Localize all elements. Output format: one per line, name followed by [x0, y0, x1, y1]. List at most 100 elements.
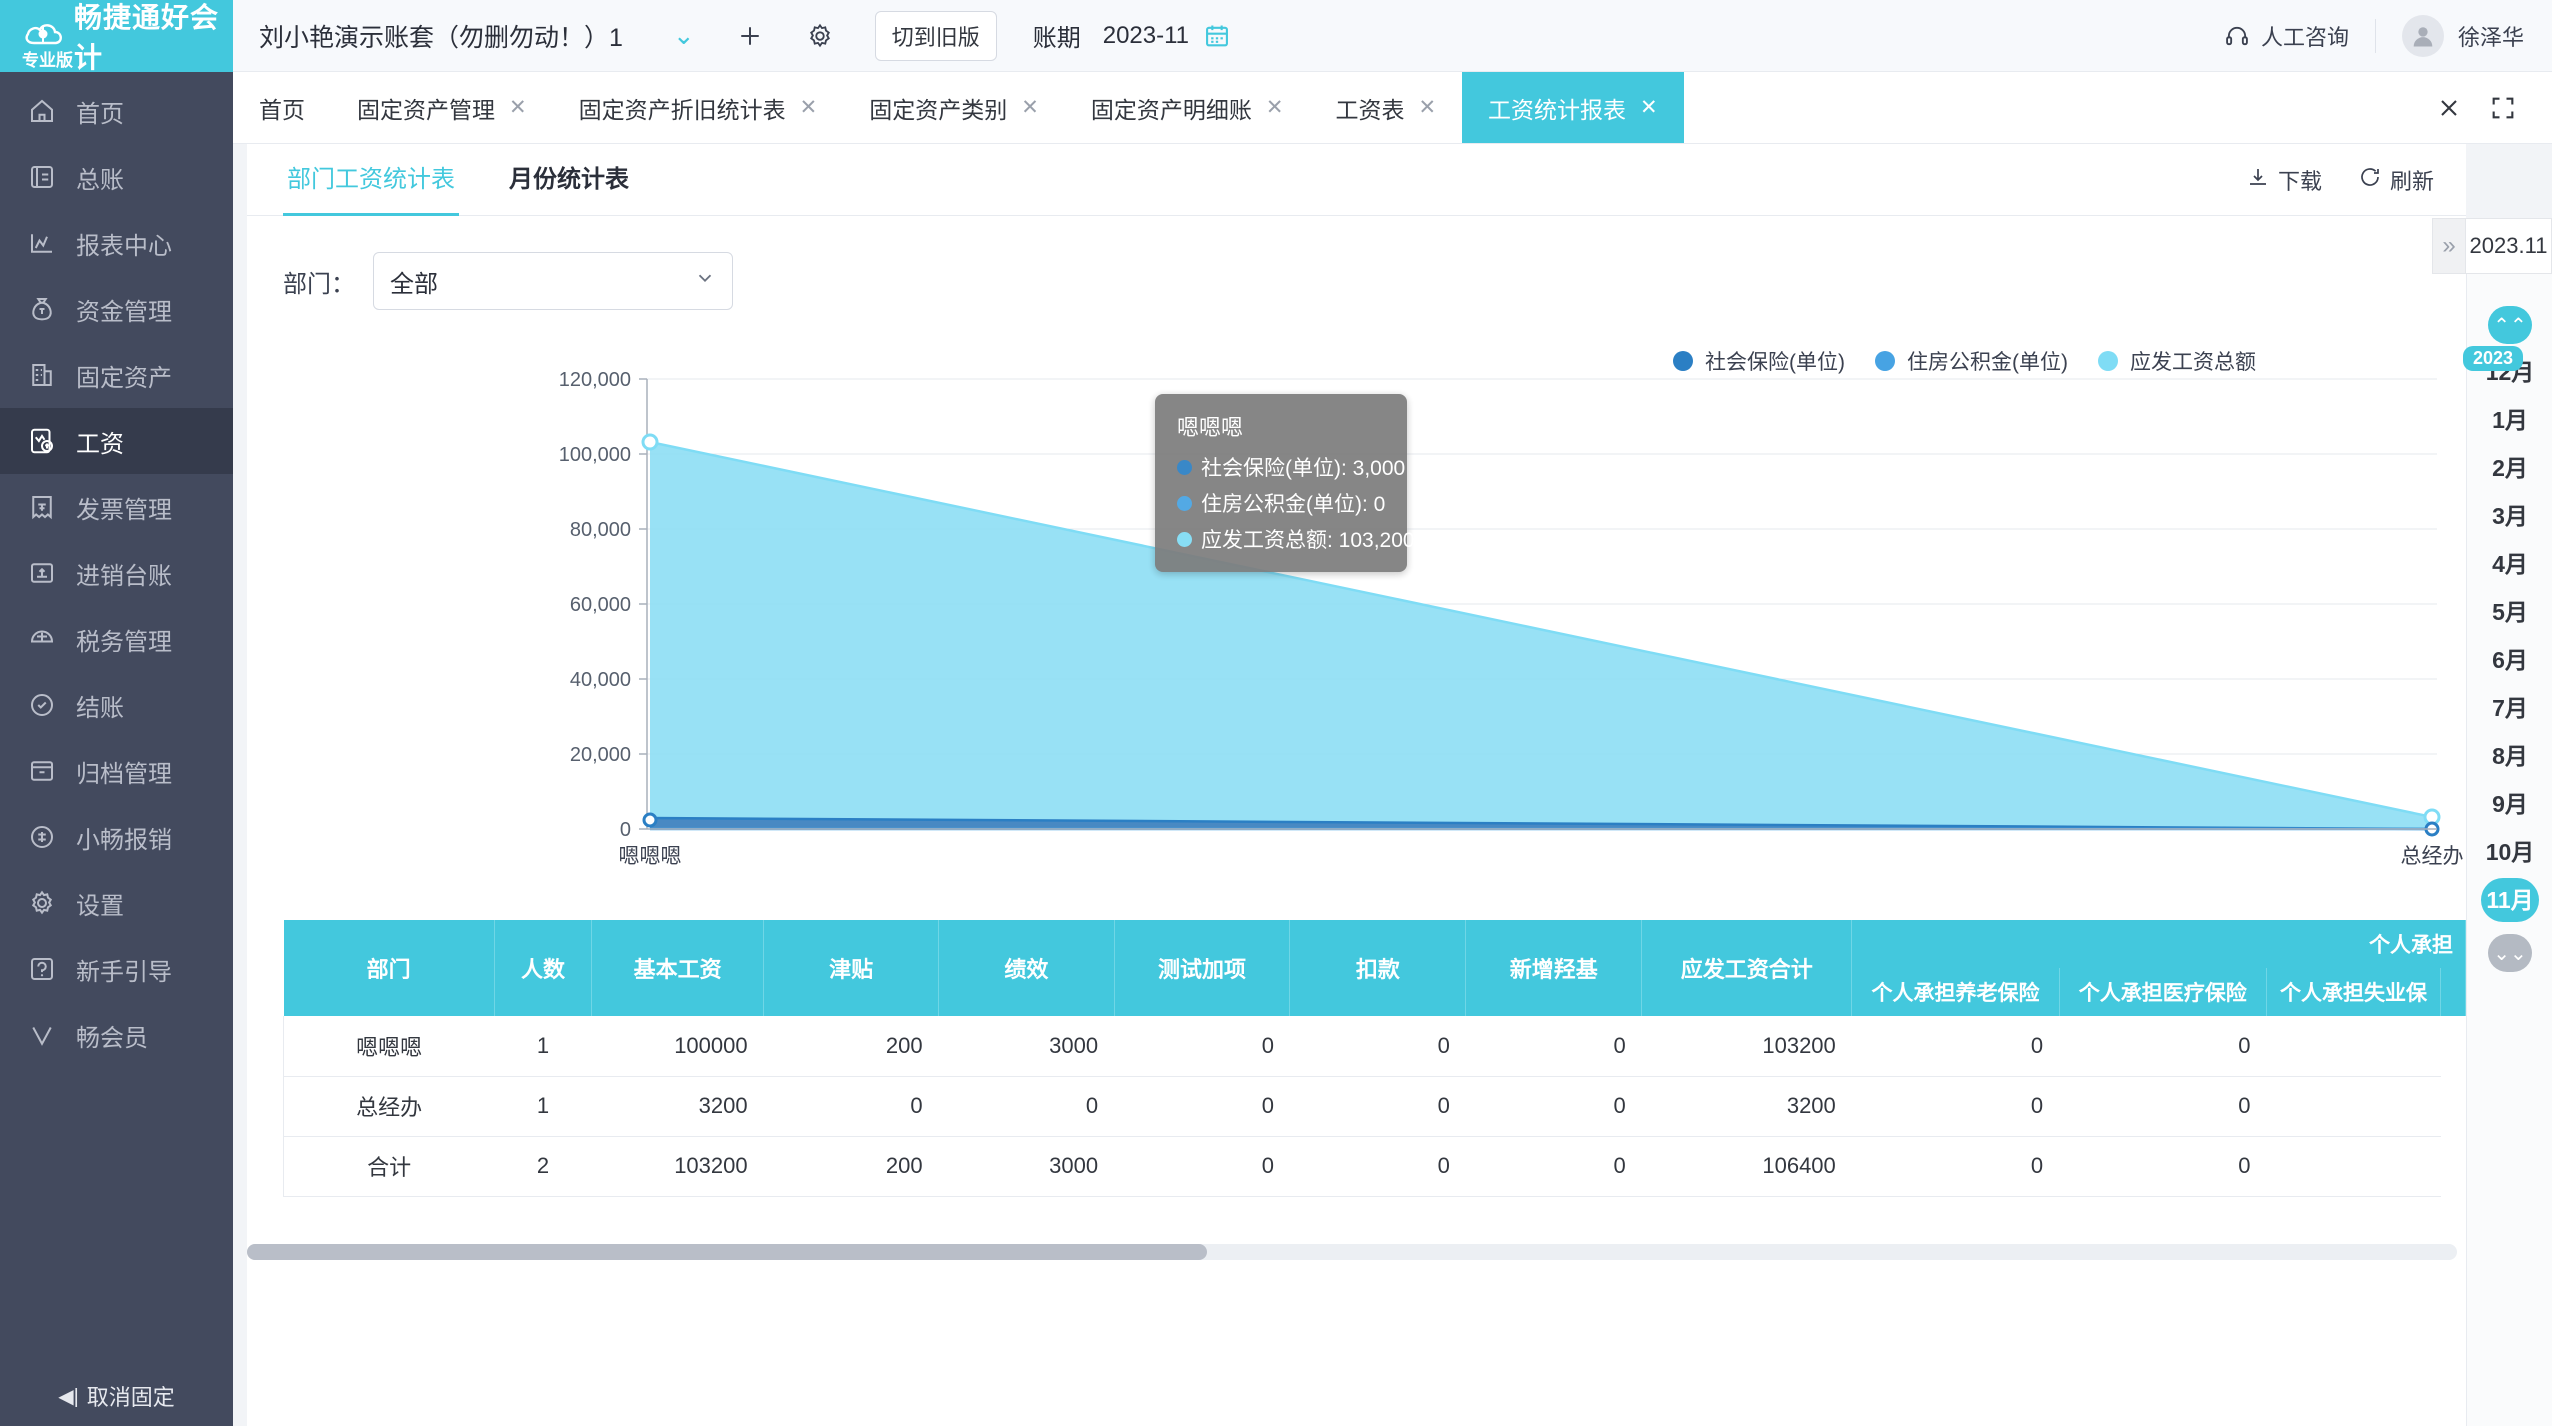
tab-fixed-asset-management[interactable]: 固定资产管理 ✕	[331, 72, 553, 143]
fullscreen-icon[interactable]	[2476, 81, 2530, 135]
chevrons-down-icon[interactable]: ⌄⌄	[2488, 934, 2532, 972]
th-performance[interactable]: 绩效	[938, 920, 1115, 1016]
sidebar-item-report-center[interactable]: 报表中心	[0, 210, 233, 276]
rail-month-4[interactable]: 4月	[2492, 551, 2528, 577]
avatar[interactable]	[2401, 15, 2444, 57]
chevrons-right-icon[interactable]: »	[2432, 218, 2466, 274]
sidebar-item-label: 设置	[76, 892, 124, 920]
rail-month-6[interactable]: 6月	[2492, 647, 2528, 673]
sidebar-item-payroll[interactable]: 工资	[0, 408, 233, 474]
sidebar-item-settings[interactable]: 设置	[0, 870, 233, 936]
rail-month-3[interactable]: 3月	[2492, 503, 2528, 529]
tab-label: 工资表	[1335, 96, 1405, 123]
period-value[interactable]: 2023-11	[1102, 21, 1190, 49]
sidebar-collapse-toggle[interactable]: ◀| 取消固定	[0, 1366, 233, 1426]
scrollbar-thumb[interactable]	[247, 1244, 1207, 1260]
sidebar-item-invoice[interactable]: 发票管理	[0, 474, 233, 540]
refresh-button[interactable]: 刷新	[2358, 164, 2434, 196]
legend-label: 社会保险(单位)	[1705, 351, 1845, 374]
close-icon[interactable]: ✕	[1418, 96, 1437, 119]
y-tick-60000: 60,000	[570, 594, 631, 616]
th-base-salary[interactable]: 基本工资	[591, 920, 765, 1016]
table-row[interactable]: 总经办 1 3200 0 0 0 0 0 3200 0 0	[283, 1076, 2466, 1137]
tab-fixed-asset-depreciation-stats[interactable]: 固定资产折旧统计表 ✕	[553, 72, 844, 143]
rail-month-9[interactable]: 9月	[2492, 791, 2528, 817]
chevrons-up-icon[interactable]: ⌃⌃	[2488, 306, 2532, 344]
sidebar-item-fixed-assets[interactable]: 固定资产	[0, 342, 233, 408]
rail-month-10[interactable]: 10月	[2485, 839, 2535, 865]
rail-month-1[interactable]: 1月	[2492, 407, 2528, 433]
rail-current-period[interactable]: 2023.11	[2466, 218, 2552, 274]
th-allowance[interactable]: 津贴	[763, 920, 940, 1016]
sidebar-item-beginner-guide[interactable]: 新手引导	[0, 936, 233, 1002]
sidebar-item-label: 畅会员	[76, 1024, 148, 1052]
sidebar-item-tax-management[interactable]: 税务管理	[0, 606, 233, 672]
calendar-icon[interactable]	[1203, 22, 1231, 50]
close-icon[interactable]: ✕	[1265, 96, 1284, 119]
rail-month-5[interactable]: 5月	[2492, 599, 2528, 625]
th-gross-total[interactable]: 应发工资合计	[1641, 920, 1853, 1016]
rail-month-8[interactable]: 8月	[2492, 743, 2528, 769]
close-icon[interactable]: ✕	[1021, 96, 1039, 119]
legend-item-gross-payroll[interactable]: 应发工资总额	[2098, 346, 2256, 376]
tabstrip-actions	[2422, 72, 2552, 143]
sidebar-item-reimbursement[interactable]: 小畅报销	[0, 804, 233, 870]
rail-month-7[interactable]: 7月	[2492, 695, 2528, 721]
department-select[interactable]: 全部	[373, 252, 733, 310]
table-body: 嗯嗯嗯 1 100000 200 3000 0 0 0 103200 0 0	[283, 1016, 2466, 1197]
tab-fixed-asset-detail-ledger[interactable]: 固定资产明细账 ✕	[1065, 72, 1310, 143]
sidebar-item-inventory-ledger[interactable]: 进销台账	[0, 540, 233, 606]
rail-header: » 2023.11	[2432, 218, 2552, 274]
sidebar-item-archive[interactable]: 归档管理	[0, 738, 233, 804]
chevron-down-icon[interactable]: ⌄	[672, 20, 695, 50]
subtab-department-payroll-stats[interactable]: 部门工资统计表	[283, 144, 459, 216]
cell-test-addition: 0	[1114, 1136, 1290, 1197]
archive-icon	[24, 753, 60, 789]
tab-home[interactable]: 首页	[233, 72, 331, 143]
cell-headcount: 1	[494, 1076, 592, 1137]
th-new-base[interactable]: 新增羟基	[1465, 920, 1643, 1016]
th-test-addition[interactable]: 测试加项	[1114, 920, 1291, 1016]
sidebar-item-home[interactable]: 首页	[0, 78, 233, 144]
support-button[interactable]: 人工咨询	[2223, 20, 2349, 52]
close-icon[interactable]: ✕	[509, 96, 527, 119]
gear-icon[interactable]	[805, 21, 835, 51]
topbar: 刘小艳演示账套（勿删勿动！）1 ⌄ 切到旧版 账期 2023-11 人工咨询	[233, 0, 2552, 72]
th-individual-unemployment[interactable]: 个人承担失业保	[2266, 968, 2442, 1016]
table-row[interactable]: 嗯嗯嗯 1 100000 200 3000 0 0 0 103200 0 0	[283, 1016, 2466, 1077]
table-row[interactable]: 合计 2 103200 200 3000 0 0 0 106400 0 0	[283, 1136, 2466, 1197]
tab-payroll-statistics-report[interactable]: 工资统计报表 ✕	[1462, 72, 1684, 143]
close-icon[interactable]	[2422, 81, 2476, 135]
horizontal-scrollbar[interactable]	[247, 1244, 2457, 1260]
download-icon	[2246, 165, 2278, 195]
sidebar-item-label: 归档管理	[76, 760, 172, 788]
th-deduction[interactable]: 扣款	[1289, 920, 1467, 1016]
plus-icon[interactable]	[735, 21, 765, 51]
sidebar-item-general-ledger[interactable]: 总账	[0, 144, 233, 210]
cell-department: 总经办	[283, 1076, 495, 1137]
sidebar-item-vip[interactable]: 畅会员	[0, 1002, 233, 1068]
rail-month-2[interactable]: 2月	[2492, 455, 2528, 481]
cell-deduction: 0	[1289, 1136, 1466, 1197]
tooltip-dot	[1177, 495, 1192, 511]
legend-item-social-insurance[interactable]: 社会保险(单位)	[1673, 346, 1845, 376]
legend-item-housing-fund[interactable]: 住房公积金(单位)	[1875, 346, 2068, 376]
sidebar-item-fund-management[interactable]: 资金管理	[0, 276, 233, 342]
tab-payroll-sheet[interactable]: 工资表 ✕	[1309, 72, 1462, 143]
th-individual-pension[interactable]: 个人承担养老保险	[1851, 968, 2060, 1016]
th-headcount[interactable]: 人数	[494, 920, 593, 1016]
tab-fixed-asset-category[interactable]: 固定资产类别 ✕	[843, 72, 1065, 143]
username[interactable]: 徐泽华	[2457, 25, 2524, 50]
switch-to-old-version-button[interactable]: 切到旧版	[874, 10, 997, 61]
download-button[interactable]: 下载	[2246, 164, 2322, 196]
data-point-marker	[641, 433, 659, 451]
subtab-monthly-stats[interactable]: 月份统计表	[509, 165, 629, 193]
close-icon[interactable]: ✕	[799, 96, 818, 119]
th-individual-medical[interactable]: 个人承担医疗保险	[2059, 968, 2267, 1016]
rail-month-11[interactable]: 11月	[2467, 876, 2552, 924]
th-department[interactable]: 部门	[283, 920, 495, 1016]
tab-label: 首页	[259, 96, 305, 123]
close-icon[interactable]: ✕	[1640, 96, 1658, 119]
report-toolbar: 下载 刷新	[2210, 164, 2466, 196]
sidebar-item-close-book[interactable]: 结账	[0, 672, 233, 738]
